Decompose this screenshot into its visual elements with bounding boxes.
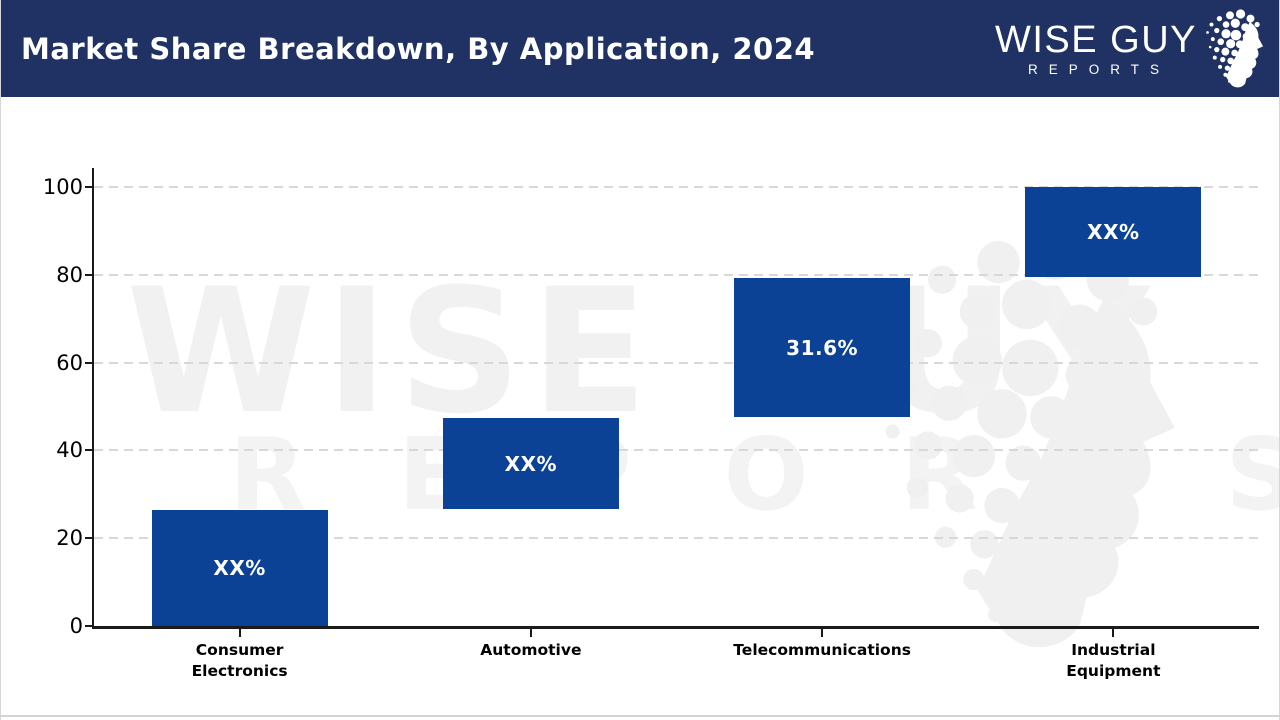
logo-wordmark: WISE GUY [994, 19, 1197, 62]
x-axis-line [92, 626, 1259, 629]
bottom-divider [1, 715, 1279, 717]
y-tick-label: 60 [56, 350, 83, 375]
y-tick-mark [85, 273, 94, 276]
bar-industrial-equipment: XX% [1025, 187, 1202, 278]
x-tick-mark [238, 629, 241, 637]
y-tick-label: 100 [42, 175, 83, 199]
gridline [94, 273, 1259, 276]
gridline [94, 186, 1259, 188]
x-tick-mark [821, 629, 824, 637]
x-tick-mark [1112, 629, 1115, 637]
x-axis-label: Automotive [480, 641, 582, 659]
bar-consumer-electronics: XX% [151, 510, 328, 626]
wise-guy-reports-logo: WISE GUY REPORTS [995, 4, 1267, 94]
y-axis-line [92, 168, 94, 629]
logo-text: WISE GUY REPORTS [994, 19, 1197, 77]
logo-head-icon [1206, 9, 1264, 88]
page-title: Market Share Breakdown, By Application, … [21, 31, 816, 66]
gridline [94, 361, 1259, 364]
x-axis-label: Telecommunications [733, 641, 911, 659]
bar-value-label: XX% [213, 556, 266, 581]
x-axis-label: Industrial Equipment [1066, 641, 1161, 680]
x-axis-label: Consumer Electronics [191, 641, 288, 680]
y-tick-mark [85, 361, 94, 364]
y-tick-label: 40 [56, 438, 83, 463]
y-tick-mark [85, 186, 94, 188]
bar-automotive: XX% [442, 417, 619, 510]
bar-value-label: XX% [504, 451, 558, 476]
logo-subtitle: REPORTS [1027, 61, 1170, 77]
plot-area: 0 20 40 60 80 100 XX% Consumer Electronics XX% Au… [43, 176, 1259, 680]
y-tick-label: 80 [56, 262, 83, 287]
y-tick-mark [85, 449, 94, 452]
y-tick-mark [85, 625, 94, 627]
bar-value-label: XX% [1087, 220, 1140, 245]
chart-area: WISE GUY REPORTS 0 20 40 60 80 100 XX% Consumer… [1, 97, 1279, 720]
y-tick-label: 0 [69, 614, 83, 638]
gridline [94, 449, 1259, 452]
y-tick-label: 20 [56, 526, 83, 551]
y-tick-mark [85, 537, 94, 540]
x-tick-mark [529, 629, 532, 637]
bar-telecommunications: 31.6% [734, 278, 911, 418]
bar-value-label: 31.6% [786, 335, 859, 360]
gridline [94, 537, 1259, 540]
header-banner: Market Share Breakdown, By Application, … [1, 0, 1279, 97]
